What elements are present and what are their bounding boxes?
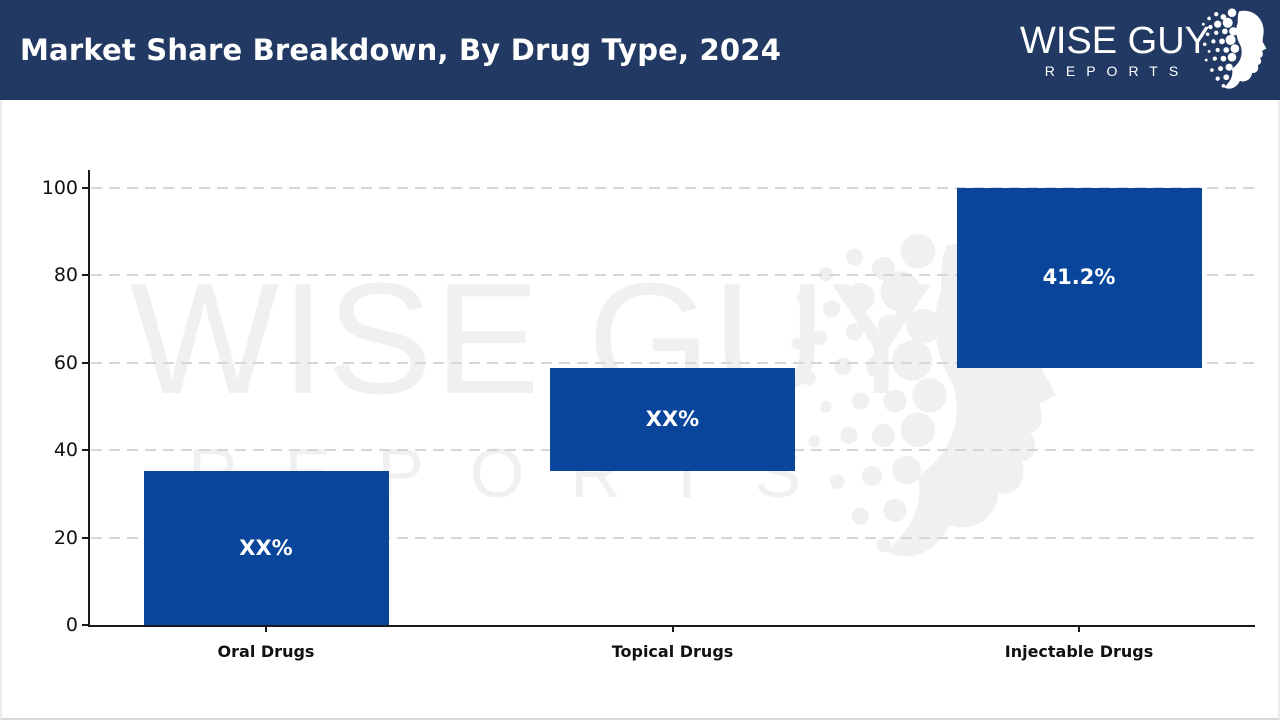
- gridline-80: [91, 274, 1256, 276]
- logo-text: WISE GUY REPORTS: [1020, 22, 1210, 79]
- y-tick-mark-0: [82, 624, 90, 626]
- bar-oral-drugs: XX%: [143, 471, 389, 625]
- y-tick-mark-60: [82, 361, 90, 364]
- logo-reports-label: REPORTS: [1044, 62, 1190, 79]
- gridline-60: [91, 361, 1256, 364]
- x-tick-mark-1: [265, 625, 267, 632]
- y-tick-mark-20: [82, 536, 90, 539]
- y-tick-label-60: 60: [53, 351, 78, 374]
- y-tick-label-100: 100: [41, 176, 78, 199]
- chart-title: Market Share Breakdown, By Drug Type, 20…: [20, 33, 782, 67]
- y-tick-label-0: 0: [65, 614, 78, 636]
- bar-topical-drugs: XX%: [550, 367, 795, 471]
- bar-injectable-drugs: 41.2%: [956, 187, 1202, 368]
- header-bar: Market Share Breakdown, By Drug Type, 20…: [0, 0, 1280, 100]
- wiseguy-logo: WISE GUY REPORTS: [1020, 6, 1268, 94]
- y-tick-mark-80: [82, 274, 90, 276]
- gridline-100: [91, 186, 1256, 189]
- bar-value-label: 41.2%: [1042, 265, 1116, 290]
- x-tick-mark-3: [1078, 625, 1080, 632]
- category-label-1: Oral Drugs: [217, 642, 315, 661]
- bar-value-label: XX%: [239, 535, 293, 560]
- y-tick-mark-100: [82, 186, 90, 189]
- category-label-2: Topical Drugs: [611, 642, 734, 661]
- plot: 0 20 40 60 80 100 XX% Oral Drugs XX% Topical Drug…: [2, 100, 1278, 718]
- y-axis-line: [88, 170, 90, 627]
- y-tick-label-80: 80: [53, 264, 78, 286]
- bar-value-label: XX%: [645, 406, 700, 431]
- x-tick-mark-2: [671, 625, 674, 632]
- category-label-3: Injectable Drugs: [1004, 642, 1154, 661]
- y-tick-mark-40: [82, 449, 90, 451]
- gridline-20: [91, 536, 1256, 539]
- y-tick-label-20: 20: [53, 526, 78, 549]
- chart-area: WISE GUY REPORTS 0 20 40 60 80 100 XX% Oral Dru…: [0, 100, 1280, 720]
- y-tick-label-40: 40: [53, 439, 78, 461]
- logo-wiseguy-label: WISE GUY: [1019, 19, 1210, 62]
